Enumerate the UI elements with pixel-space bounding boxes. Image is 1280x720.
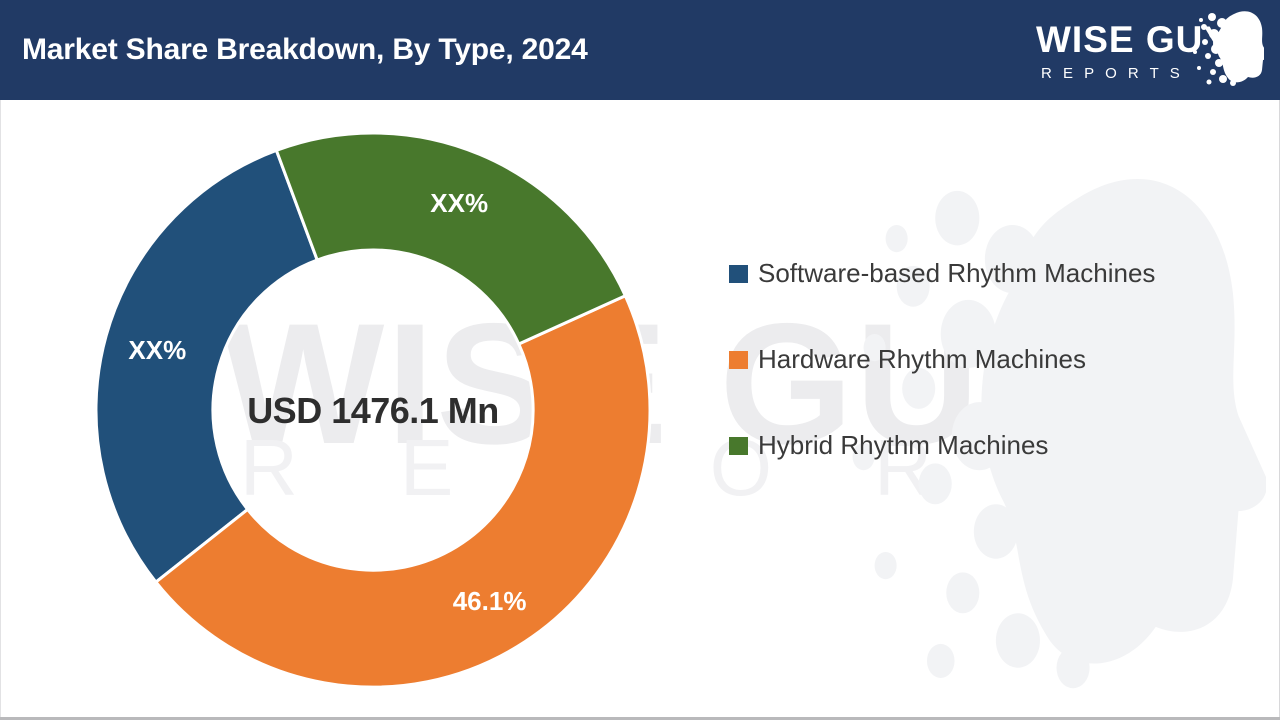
wise-guy-reports-logo: WISE GUY R E P O R T S [1036,11,1264,86]
legend-item-0[interactable]: Software-based Rhythm Machines [729,258,1155,289]
donut-center-value: USD 1476.1 Mn [247,390,499,431]
header-bar: Market Share Breakdown, By Type, 2024 WI… [0,0,1280,100]
logo-reports-text: R E P O R T S [1041,65,1183,82]
legend-swatch-icon [729,436,748,455]
legend-label: Hardware Rhythm Machines [758,344,1087,374]
chart-legend: Software-based Rhythm Machines Hardware R… [729,258,1155,461]
donut-chart: XX% 46.1% XX% USD 1476.1 Mn [94,131,652,689]
legend-label: Software-based Rhythm Machines [758,258,1156,288]
legend-swatch-icon [729,350,748,369]
segment-percent-label-2: XX% [430,188,488,218]
segment-percent-label-1: 46.1% [453,586,527,616]
donut-segment-2[interactable] [274,131,628,346]
legend-label: Hybrid Rhythm Machines [758,430,1049,460]
logo-wiseguy-text: WISE GUY [1036,19,1229,60]
page-title: Market Share Breakdown, By Type, 2024 [22,33,588,66]
bottom-divider [0,717,1280,720]
segment-percent-label-0: XX% [128,335,186,365]
donut-segment-0[interactable] [94,148,320,585]
legend-swatch-icon [729,264,748,283]
legend-item-2[interactable]: Hybrid Rhythm Machines [729,430,1155,461]
donut-segment-1[interactable] [153,293,652,689]
legend-item-1[interactable]: Hardware Rhythm Machines [729,344,1155,375]
